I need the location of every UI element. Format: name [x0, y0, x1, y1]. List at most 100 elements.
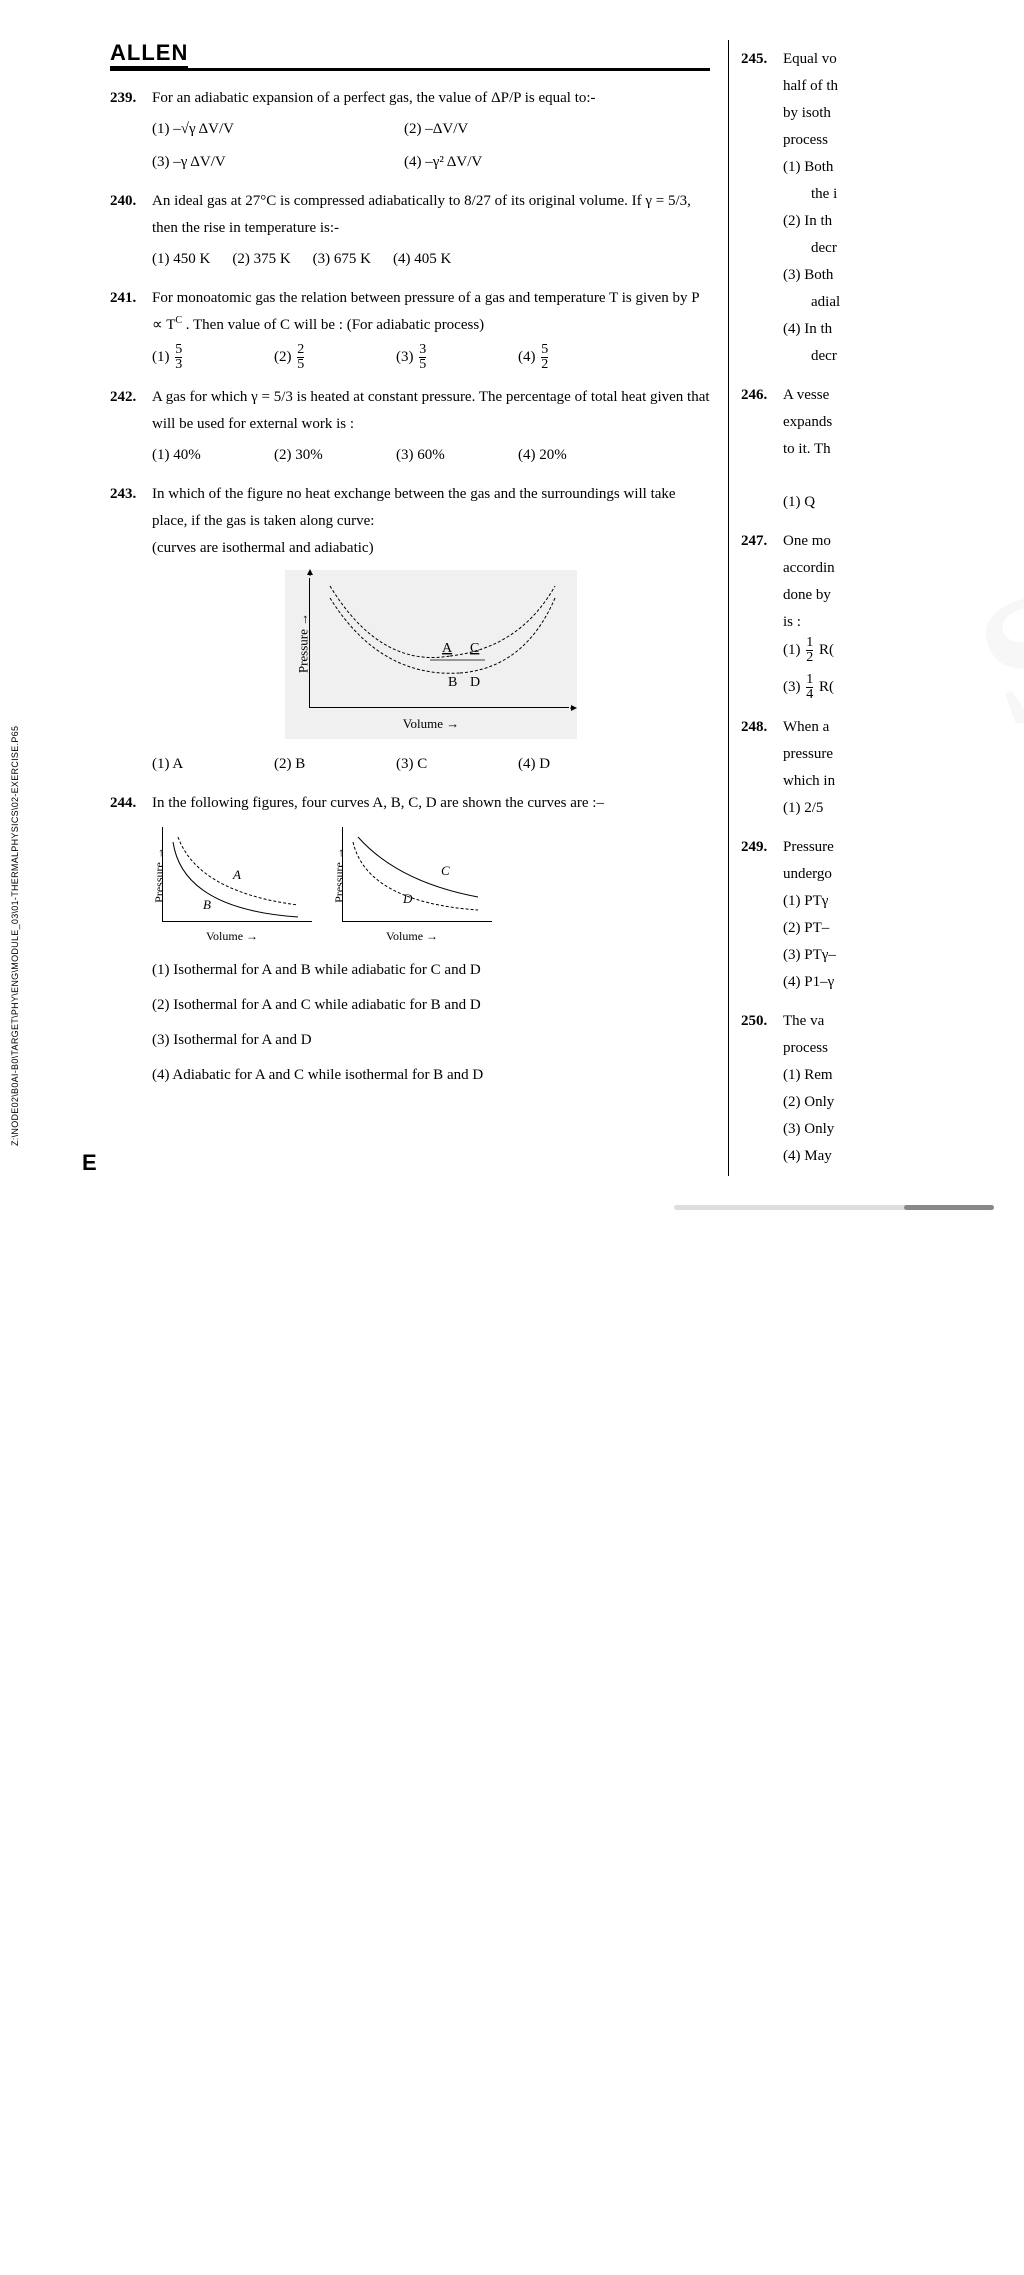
- q249-o4: (4) P1–γ: [783, 969, 988, 996]
- right-column: 245. Equal vo half of th by isoth proces…: [728, 40, 988, 1176]
- q242-text: A gas for which γ = 5/3 is heated at con…: [152, 384, 710, 438]
- q241-o4-prefix: (4): [518, 349, 536, 365]
- question-244: 244. In the following figures, four curv…: [110, 784, 710, 1097]
- q241-o3-prefix: (3): [396, 349, 414, 365]
- q250-o2: (2) Only: [783, 1089, 988, 1116]
- q249-o1: (1) PTγ: [783, 888, 988, 915]
- q239-number: 239.: [110, 85, 152, 176]
- q247-o1: (1) 12 R(: [783, 636, 988, 665]
- q249-o3: (3) PTγ–: [783, 942, 988, 969]
- q247-o3: (3) 14 R(: [783, 673, 988, 702]
- question-246: 246. A vesse expands to it. Th (1) Q: [741, 376, 988, 522]
- q247-o1n: 1: [806, 636, 813, 650]
- q247-o3p: (3): [783, 679, 801, 695]
- q247-l3: done by: [783, 582, 988, 609]
- q241-o4-num: 5: [541, 343, 548, 357]
- q241-opt1: (1) 53: [152, 343, 252, 372]
- q248-l2: pressure: [783, 741, 988, 768]
- question-240: 240. An ideal gas at 27°C is compressed …: [110, 182, 710, 279]
- question-242: 242. A gas for which γ = 5/3 is heated a…: [110, 378, 710, 475]
- q241-o1-num: 5: [175, 343, 182, 357]
- publisher-logo: E: [82, 1150, 97, 1176]
- q244-opt4: (4) Adiabatic for A and C while isotherm…: [152, 1062, 710, 1089]
- page-columns: ALLEN 239. For an adiabatic expansion of…: [110, 40, 1024, 1176]
- question-247: 247. One mo accordin done by is : (1) 12…: [741, 522, 988, 708]
- q243-label-c: C: [470, 641, 479, 656]
- q242-opt4: (4) 20%: [518, 442, 567, 469]
- q247-o1p: (1): [783, 642, 801, 658]
- q243-svg: A B C D: [310, 578, 570, 708]
- q246-l1: A vesse: [783, 382, 988, 409]
- q245-o3b: adial: [783, 289, 988, 316]
- q249-o2: (2) PT–: [783, 915, 988, 942]
- q244-number: 244.: [110, 790, 152, 1091]
- q243-opt4: (4) D: [518, 751, 550, 778]
- q248-number: 248.: [741, 714, 783, 822]
- q248-l3: which in: [783, 768, 988, 795]
- q243-text: In which of the figure no heat exchange …: [152, 481, 710, 535]
- q247-l4: is :: [783, 609, 988, 636]
- q244-label-a: A: [232, 867, 241, 882]
- q250-l1: The va: [783, 1008, 988, 1035]
- q242-opt3: (3) 60%: [396, 442, 496, 469]
- question-243: 243. In which of the figure no heat exch…: [110, 475, 710, 784]
- q243-number: 243.: [110, 481, 152, 778]
- left-column: ALLEN 239. For an adiabatic expansion of…: [110, 40, 710, 1176]
- q245-o4b: decr: [783, 343, 988, 370]
- q247-l1: One mo: [783, 528, 988, 555]
- q243-opt2: (2) B: [274, 751, 374, 778]
- horizontal-scrollbar[interactable]: [674, 1205, 994, 1210]
- q244-text: In the following figures, four curves A,…: [152, 790, 710, 817]
- question-248: 248. When a pressure which in (1) 2/5: [741, 708, 988, 828]
- q243-label-d: D: [470, 675, 480, 690]
- question-250: 250. The va process (1) Rem (2) Only (3)…: [741, 1002, 988, 1176]
- q248-l1: When a: [783, 714, 988, 741]
- q241-number: 241.: [110, 285, 152, 372]
- q241-text: For monoatomic gas the relation between …: [152, 285, 710, 339]
- q250-o3: (3) Only: [783, 1116, 988, 1143]
- q244-opt1: (1) Isothermal for A and B while adiabat…: [152, 957, 710, 984]
- q247-o1s: R(: [819, 642, 834, 658]
- q243-label-a: A: [442, 641, 453, 656]
- q246-l2: expands: [783, 409, 988, 436]
- q243-xlabel: Volume →: [293, 712, 569, 735]
- q244-xlabel-r: Volume →: [332, 926, 492, 948]
- q240-opt1: (1) 450 K: [152, 246, 210, 273]
- q243-subtext: (curves are isothermal and adiabatic): [152, 535, 710, 562]
- q247-o3n: 1: [806, 673, 813, 687]
- q244-opt2: (2) Isothermal for A and C while adiabat…: [152, 992, 710, 1019]
- question-239: 239. For an adiabatic expansion of a per…: [110, 79, 710, 182]
- q247-o1d: 2: [806, 650, 813, 665]
- q246-o1: (1) Q: [783, 489, 988, 516]
- q245-l1: Equal vo: [783, 46, 988, 73]
- q245-o3: (3) Both: [783, 262, 988, 289]
- brand-underline: [110, 68, 710, 71]
- q242-opt2: (2) 30%: [274, 442, 374, 469]
- side-path-text: Z:\NODE02\B0AI-B0\TARGET\PHY\ENG\MODULE_…: [10, 726, 20, 1146]
- q241-o2-den: 5: [297, 357, 304, 372]
- q245-l3: by isoth: [783, 100, 988, 127]
- q241-opt3: (3) 35: [396, 343, 496, 372]
- q244-charts: Pressure → A B Volume: [152, 827, 710, 947]
- q240-number: 240.: [110, 188, 152, 273]
- q239-opt4: (4) –γ² ΔV/V: [404, 149, 482, 176]
- q245-o1: (1) Both: [783, 154, 988, 181]
- q243-label-b: B: [448, 675, 457, 690]
- q240-opt2: (2) 375 K: [232, 246, 290, 273]
- q244-label-d: D: [402, 891, 413, 906]
- q241-o3-den: 5: [419, 357, 426, 372]
- q245-l4: process: [783, 127, 988, 154]
- q244-chart-left: Pressure → A B Volume: [152, 827, 312, 947]
- q247-l2: accordin: [783, 555, 988, 582]
- question-241: 241. For monoatomic gas the relation bet…: [110, 279, 710, 378]
- q247-o3s: R(: [819, 679, 834, 695]
- q239-text: For an adiabatic expansion of a perfect …: [152, 85, 710, 112]
- q240-opt3: (3) 675 K: [313, 246, 371, 273]
- q247-o3d: 4: [806, 687, 813, 702]
- q250-o4: (4) May: [783, 1143, 988, 1170]
- q250-o1: (1) Rem: [783, 1062, 988, 1089]
- q242-number: 242.: [110, 384, 152, 469]
- q249-l1: Pressure: [783, 834, 988, 861]
- q245-l2: half of th: [783, 73, 988, 100]
- q244-xlabel-l: Volume →: [152, 926, 312, 948]
